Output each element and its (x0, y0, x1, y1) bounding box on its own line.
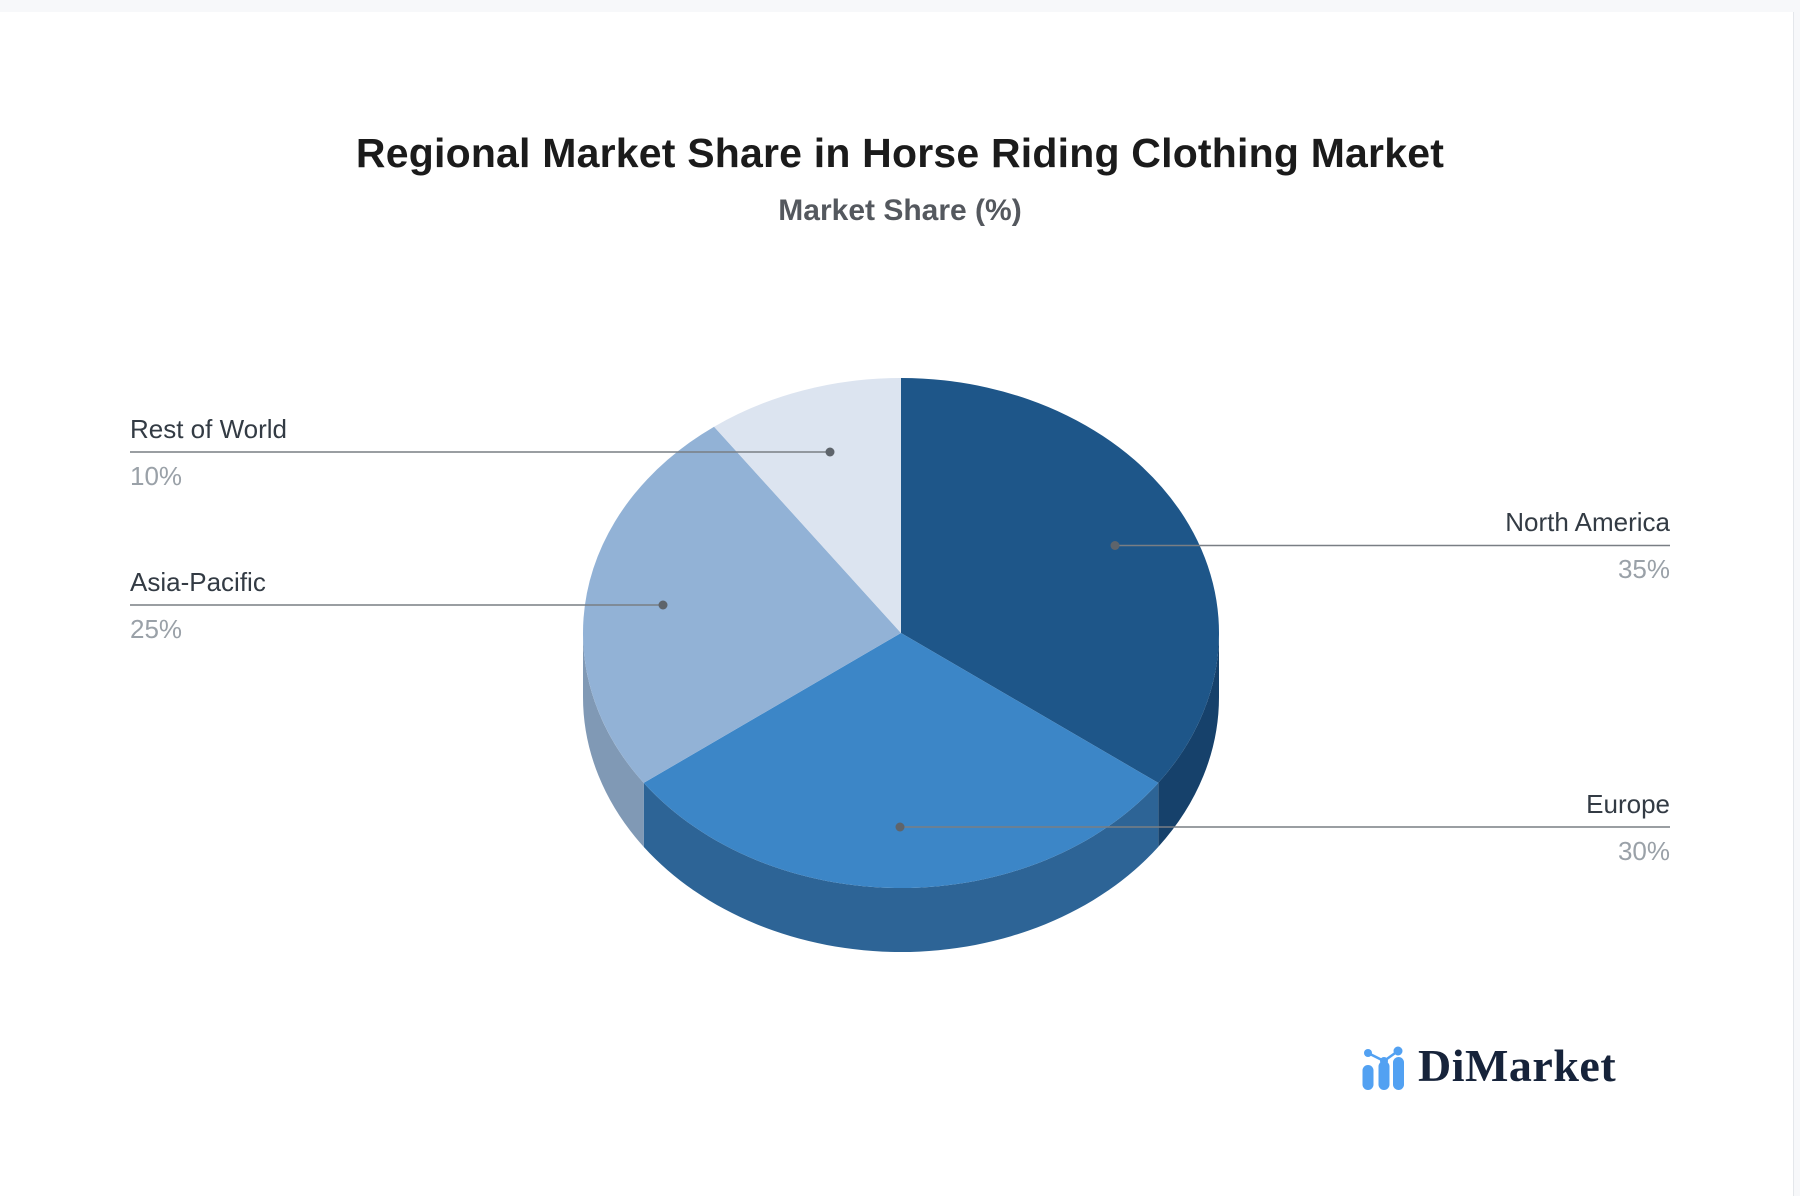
callout-label-rest-of-world: Rest of World (130, 414, 288, 444)
chart-subtitle: Market Share (%) (778, 194, 1022, 227)
leader-dot-asia-pacific (658, 600, 668, 610)
pie-rim-asia-pacific (583, 633, 644, 847)
leader-lines (130, 451, 1670, 828)
leader-dots (658, 447, 1120, 832)
callout-value-north-america: 35% (1617, 554, 1670, 584)
logo-text: DiMarket (1418, 1040, 1617, 1091)
pie-slice-europe[interactable] (643, 633, 1159, 889)
pie-rim-europe (643, 782, 1159, 953)
pie-slice-asia-pacific[interactable] (582, 426, 901, 783)
pie-rim-north-america (1158, 633, 1219, 847)
pie-slice-rest-of-world[interactable] (714, 378, 901, 633)
pie-3d-rims (583, 633, 1219, 953)
callout-label-europe: Europe (1586, 789, 1670, 819)
chart-title: Regional Market Share in Horse Riding Cl… (355, 130, 1445, 176)
callout-label-asia-pacific: Asia-Pacific (130, 567, 266, 597)
leader-dot-north-america (1110, 541, 1120, 550)
callout-value-europe: 30% (1617, 836, 1670, 866)
pie-top-faces (582, 378, 1220, 889)
bar-chart-logo-icon (1362, 1046, 1404, 1090)
callout-value-asia-pacific: 25% (130, 614, 183, 644)
leader-dot-rest-of-world (825, 447, 835, 457)
pie-slice-north-america[interactable] (901, 378, 1220, 783)
callout-value-rest-of-world: 10% (130, 461, 183, 491)
leader-dot-europe (895, 822, 905, 832)
dimarket-logo[interactable]: DiMarket (1360, 1040, 1690, 1100)
callout-label-north-america: North America (1505, 507, 1670, 537)
